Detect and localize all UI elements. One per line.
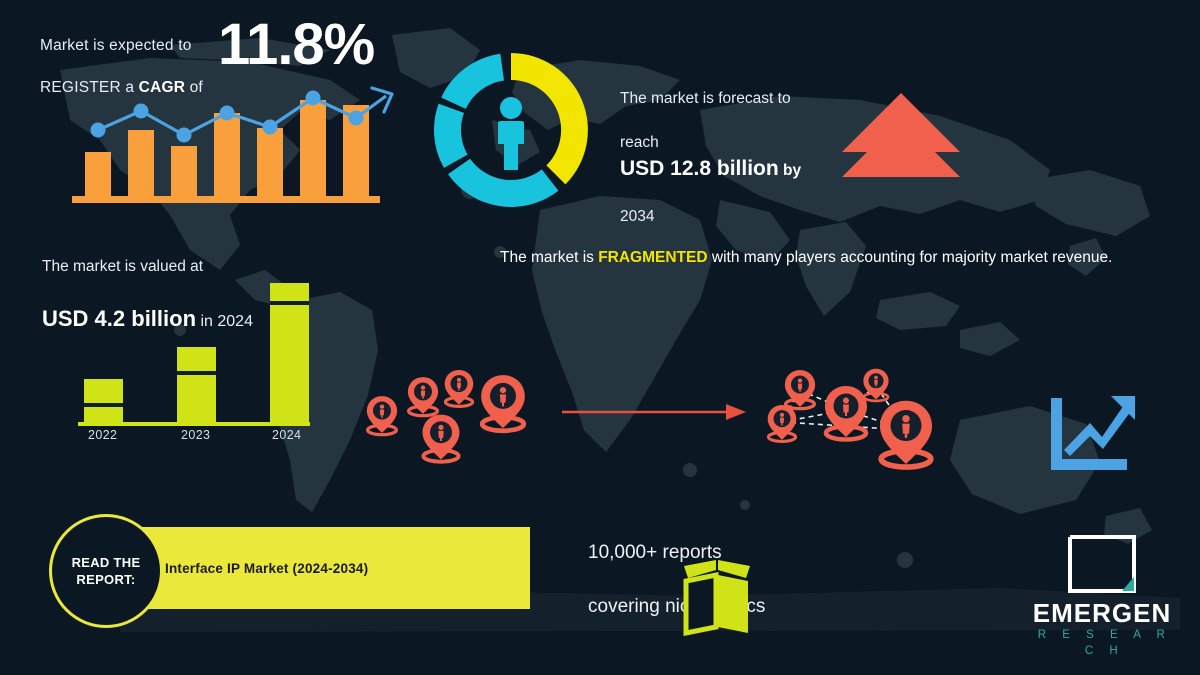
donut-slice-a: [448, 158, 559, 207]
fragmented-suffix: with many players accounting for majorit…: [707, 249, 1113, 266]
bar-2024-divider: [270, 301, 309, 305]
forecast-value: USD 12.8 billion: [620, 157, 779, 180]
cagr-lead-text: Market is expected to REGISTER a CAGR of: [40, 14, 240, 98]
logo-name: EMERGEN: [1032, 598, 1172, 628]
donut-slice-c: [441, 53, 504, 109]
growth-chart-bars: [85, 100, 369, 196]
valued-suffix: in 2024: [196, 313, 253, 330]
connected-location-pin-network-icon: [766, 367, 932, 467]
cagr-keyword: CAGR: [138, 79, 186, 96]
forecast-line1: The market is forecast to: [620, 90, 791, 107]
report-banner-label: Interface IP Market (2024-2034): [165, 560, 369, 576]
forecast-text-block: The market is forecast to reach USD 12.8…: [620, 66, 870, 249]
donut-slice-b: [433, 103, 468, 168]
forecast-by: by: [778, 162, 802, 179]
forecast-line2: reach: [620, 134, 659, 151]
cagr-value: 11.8%: [218, 12, 375, 77]
bar-label-2022: 2022: [88, 428, 118, 442]
logo-subtitle: R E S E A R C H: [1037, 629, 1172, 657]
growth-chart-markers: [90, 90, 364, 143]
bar-label-2023: 2023: [181, 428, 211, 442]
read-the-report-button[interactable]: READ THE REPORT:: [49, 514, 163, 628]
bar-2024: [270, 283, 309, 422]
cagr-lead-line1: Market is expected to: [40, 37, 192, 54]
valued-value-row: USD 4.2 billion in 2024: [42, 277, 253, 336]
bar-label-2024: 2024: [272, 428, 302, 442]
report-banner[interactable]: Interface IP Market (2024-2034): [110, 527, 530, 609]
reports-line1: 10,000+ reports: [588, 542, 722, 563]
right-arrow-icon: [562, 404, 746, 420]
valued-lead-text: The market is valued at: [42, 258, 204, 275]
cagr-lead-line2a: REGISTER a: [40, 79, 139, 96]
growth-chart-axis: [72, 196, 380, 203]
bar-2022: [84, 379, 123, 422]
logo-square-icon: [1068, 535, 1136, 593]
valued-value: USD 4.2 billion: [42, 306, 197, 331]
growth-chart-trend-line: [90, 86, 394, 143]
read-the-report-label: READ THE REPORT:: [71, 555, 141, 587]
emergen-research-logo: EMERGEN R E S E A R C H: [1022, 533, 1182, 659]
bar-2023-divider: [177, 371, 216, 375]
bar-chart-axis: [78, 422, 310, 426]
fragmented-keyword: FRAGMENTED: [598, 249, 708, 266]
forecast-year: 2034: [620, 208, 655, 225]
fragmented-statement: The market is FRAGMENTED with many playe…: [500, 220, 1130, 270]
fragmented-prefix: The market is: [500, 249, 599, 266]
bar-2022-divider: [84, 403, 123, 407]
bar-2023: [177, 347, 216, 422]
person-icon: [498, 97, 524, 170]
forecast-value-row: USD 12.8 billion by: [620, 155, 870, 185]
cagr-lead-line2c: of: [185, 79, 203, 96]
donut-slice-leading: [511, 53, 588, 185]
